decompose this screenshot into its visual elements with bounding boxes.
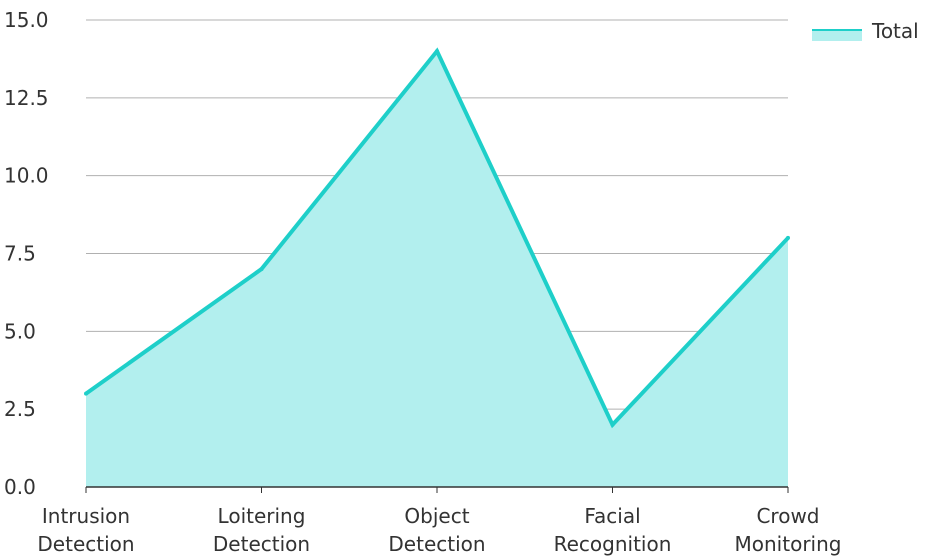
y-tick-label: 12.5 [4,86,49,110]
x-tick-label: Object Detection [388,504,485,556]
y-tick-label: 7.5 [4,242,36,266]
legend-label-total[interactable]: Total [871,19,919,43]
legend-swatch-fill [812,31,862,41]
y-tick-label: 10.0 [4,164,49,188]
x-tick-label: Intrusion Detection [37,504,134,556]
data-point[interactable] [259,267,264,272]
x-axis-ticks: Intrusion Detection Loitering Detection Obje… [37,487,841,556]
y-tick-label: 2.5 [4,397,36,421]
y-tick-label: 15.0 [4,8,49,32]
x-tick-label: Facial Recognition [554,504,672,556]
x-tick-label: Loitering Detection [213,504,310,556]
data-point[interactable] [610,422,615,427]
area-series [84,47,790,488]
area-fill [86,51,788,488]
data-point[interactable] [786,235,790,240]
data-point[interactable] [84,391,88,396]
x-tick-label: Crowd Monitoring [735,504,842,556]
y-tick-label: 0.0 [4,475,36,499]
legend[interactable]: Total [812,19,919,43]
y-axis-ticks: 0.0 2.5 5.0 7.5 10.0 12.5 15.0 [4,8,49,499]
data-point[interactable] [435,49,439,54]
y-tick-label: 5.0 [4,319,36,343]
